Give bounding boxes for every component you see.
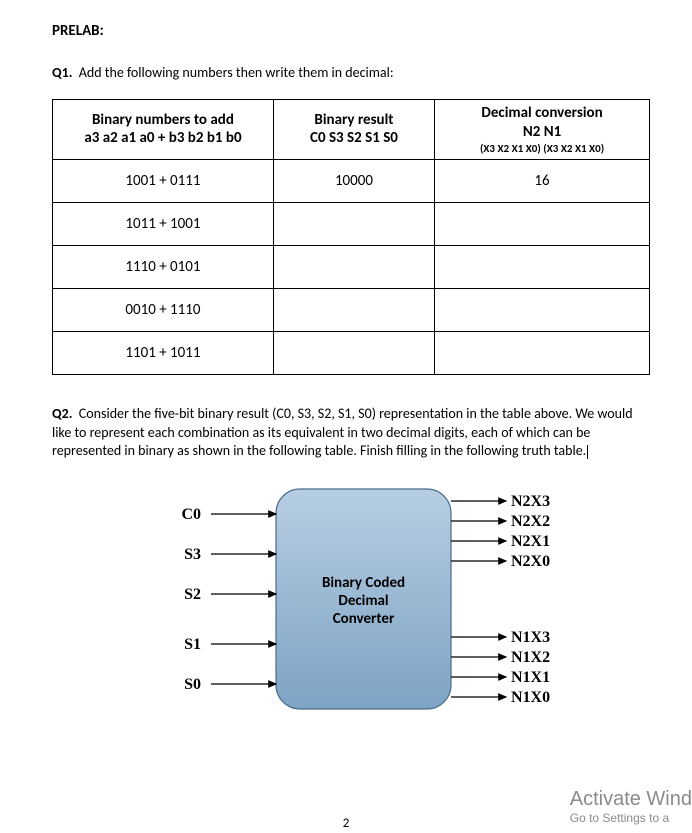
th-decimal: Decimal conversion N2 N1 (X3 X2 X1 X0) (… <box>435 100 650 160</box>
output-label: N2X1 <box>511 533 550 550</box>
page-number: 2 <box>343 816 350 831</box>
output-label: N1X3 <box>511 629 550 646</box>
th-binary-add: Binary numbers to add a3 a2 a1 a0 + b3 b… <box>53 100 274 160</box>
input-label: S0 <box>184 676 201 693</box>
box-label: Decimal <box>338 592 388 610</box>
table-cell <box>273 245 434 288</box>
table-row: 1011 + 1001 <box>53 202 650 245</box>
table-cell <box>273 202 434 245</box>
input-label: C0 <box>181 506 201 523</box>
table-cell <box>435 288 650 331</box>
table-cell <box>435 245 650 288</box>
table-cell: 0010 + 1110 <box>53 288 274 331</box>
watermark-line1: Activate Wind <box>570 788 692 811</box>
input-label: S2 <box>184 586 201 603</box>
bcd-converter-diagram: Binary CodedDecimalConverter C0 S3 S2 S1 S0 N2… <box>96 479 606 729</box>
table-cell <box>435 202 650 245</box>
input-label: S1 <box>184 636 201 653</box>
table-row: 1101 + 1011 <box>53 331 650 374</box>
table-cell: 1011 + 1001 <box>53 202 274 245</box>
watermark-line2: Go to Settings to a <box>570 811 692 825</box>
input-label: S3 <box>184 546 201 563</box>
output-label: N2X3 <box>511 493 550 510</box>
table-row: 0010 + 1110 <box>53 288 650 331</box>
output-label: N1X0 <box>511 689 550 706</box>
table-cell <box>273 331 434 374</box>
output-label: N2X0 <box>511 553 550 570</box>
output-label: N2X2 <box>511 513 550 530</box>
table-row: 1001 + 01111000016 <box>53 159 650 202</box>
q1-line: Q1. Add the following numbers then write… <box>52 64 650 81</box>
output-label: N1X2 <box>511 649 550 666</box>
th-binary-result: Binary result C0 S3 S2 S1 S0 <box>273 100 434 160</box>
q1-text: Add the following numbers then write the… <box>79 64 394 81</box>
table-cell: 16 <box>435 159 650 202</box>
table-cell: 1001 + 0111 <box>53 159 274 202</box>
q2-label: Q2. <box>52 405 72 422</box>
table-row: 1110 + 0101 <box>53 245 650 288</box>
table-body: 1001 + 011110000161011 + 10011110 + 0101… <box>53 159 650 374</box>
table-cell: 1110 + 0101 <box>53 245 274 288</box>
q2-paragraph: Q2. Consider the five-bit binary result … <box>52 405 650 462</box>
binary-add-table: Binary numbers to add a3 a2 a1 a0 + b3 b… <box>52 99 650 375</box>
table-cell: 1101 + 1011 <box>53 331 274 374</box>
q2-text: Consider the five-bit binary result (C0,… <box>52 405 633 460</box>
table-cell: 10000 <box>273 159 434 202</box>
box-label: Converter <box>333 610 395 628</box>
output-label: N1X1 <box>511 669 550 686</box>
table-cell <box>435 331 650 374</box>
table-cell <box>273 288 434 331</box>
activate-windows-watermark: Activate Wind Go to Settings to a <box>570 788 692 825</box>
text-cursor <box>587 445 588 459</box>
prelab-heading: PRELAB: <box>52 22 650 40</box>
q1-label: Q1. <box>52 64 72 81</box>
box-label: Binary Coded <box>322 574 405 592</box>
